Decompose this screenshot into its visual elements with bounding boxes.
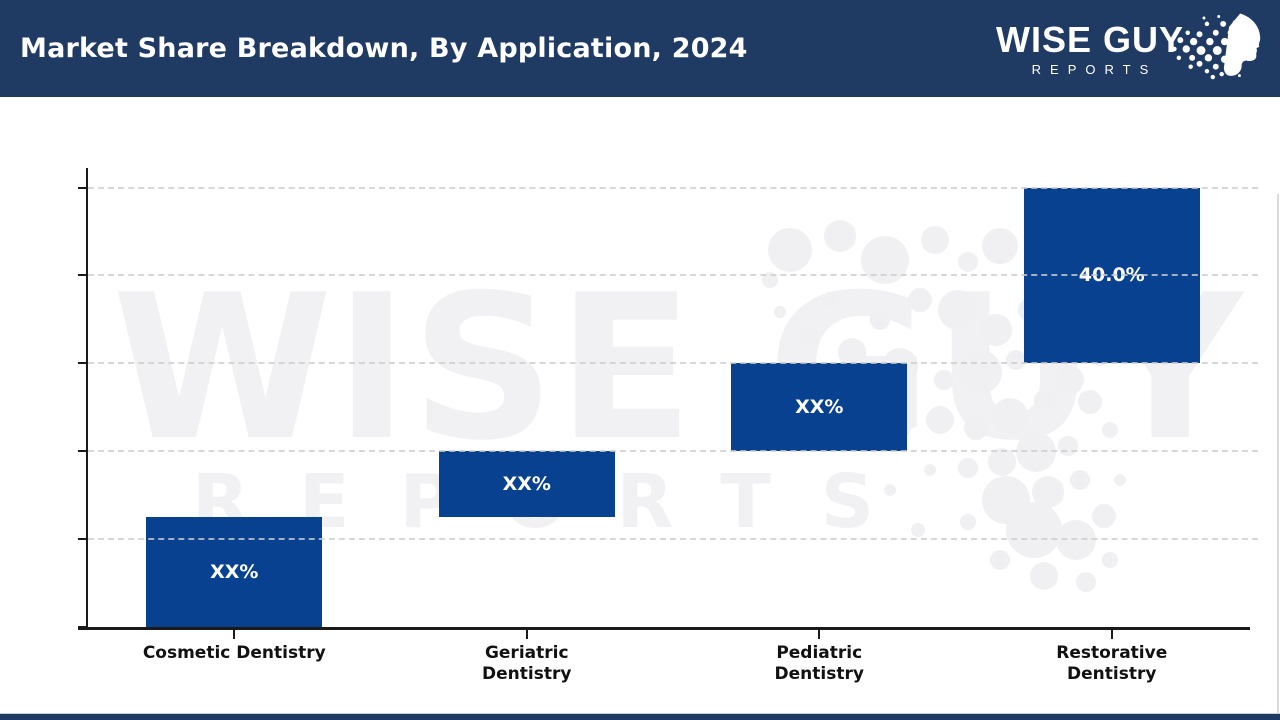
x-tick — [1110, 630, 1113, 639]
plot-area: XX% Cosmetic Dentistry XX% Geriatric Dentis… — [0, 97, 1280, 714]
y-tick — [78, 450, 88, 453]
bar-cosmetic-dentistry: XX% — [146, 517, 323, 627]
gridline-60 — [88, 362, 1258, 365]
x-tick — [818, 630, 821, 639]
x-tick — [525, 630, 528, 639]
x-category-label: Geriatric Dentistry — [482, 643, 572, 685]
y-axis — [86, 168, 88, 629]
bottom-strip — [0, 713, 1280, 720]
logo-wordmark: WISE GUY REPORTS — [995, 18, 1184, 77]
x-category-label: Cosmetic Dentistry — [142, 643, 326, 663]
y-tick — [78, 274, 88, 277]
bar-value-label: XX% — [795, 396, 844, 419]
y-tick — [78, 362, 88, 365]
bar-value-label: XX% — [210, 561, 259, 584]
y-tick — [78, 186, 88, 189]
logo-wordmark-line1: WISE GUY — [995, 18, 1184, 60]
x-tick — [233, 630, 236, 639]
logo-head-icon — [1172, 13, 1261, 79]
bar-pediatric-dentistry: XX% — [731, 363, 908, 452]
bar-geriatric-dentistry: XX% — [438, 451, 615, 518]
gridline-80 — [88, 274, 1258, 277]
chart-canvas: WISE GUY REPORTS XX%Cosmetic DentistryXX… — [0, 97, 1280, 720]
gridline-40 — [88, 450, 1258, 453]
logo-wordmark-line2: REPORTS — [1031, 61, 1158, 77]
x-category-label: Restorative Dentistry — [1056, 643, 1168, 685]
gridline-100 — [88, 186, 1258, 189]
gridline-20 — [88, 538, 1258, 541]
bar-value-label: XX% — [502, 473, 551, 496]
right-border — [1277, 194, 1279, 720]
x-category-label: Pediatric Dentistry — [774, 643, 864, 685]
header: Market Share Breakdown, By Application, … — [0, 0, 1280, 97]
brand-logo: WISE GUY REPORTS — [996, 10, 1266, 88]
x-axis — [78, 627, 1250, 630]
y-tick — [78, 538, 88, 541]
chart-title: Market Share Breakdown, By Application, … — [20, 33, 748, 64]
